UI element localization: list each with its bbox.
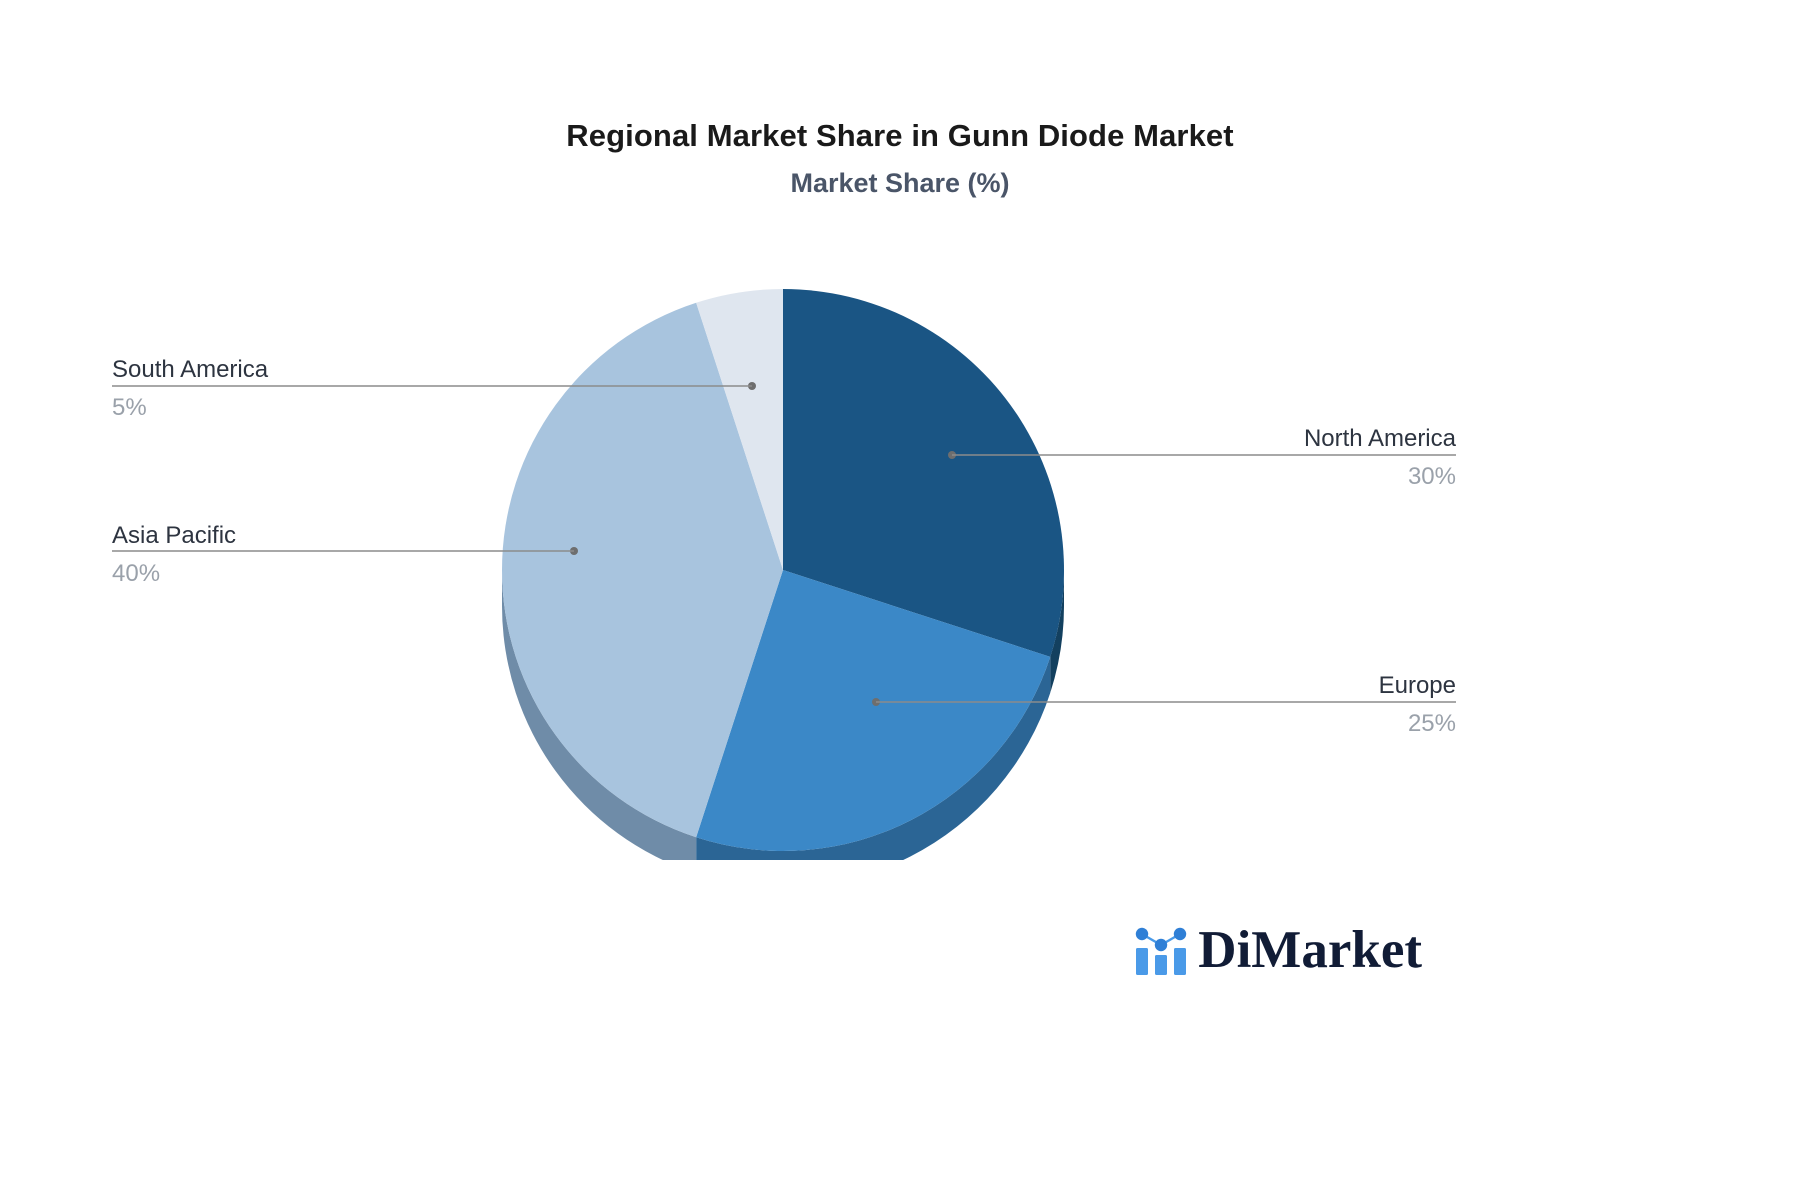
pie-chart [455, 289, 1115, 860]
title-block: Regional Market Share in Gunn Diode Mark… [0, 118, 1800, 199]
pie-slice-south-america[interactable] [696, 289, 783, 570]
pie-label-europe: Europe 25% [1379, 671, 1456, 739]
pie-label-asia-pacific-value: 40% [112, 560, 161, 587]
pie-label-north-america-name: North America [1303, 425, 1456, 452]
pie-depth-group [502, 570, 1064, 860]
pie-label-asia-pacific-name: Asia Pacific [112, 522, 237, 549]
dimarket-logo: DiMarket [1134, 924, 1422, 977]
pie-label-south-america: South America 5% [112, 355, 268, 423]
pie-label-north-america: North America 30% [1304, 424, 1456, 492]
pie-label-south-america-name: South America [112, 356, 269, 383]
pie-side-north-america [1050, 570, 1064, 693]
pie-label-north-america-value: 30% [1407, 463, 1456, 490]
pie-slice-europe[interactable] [696, 570, 1051, 851]
chart-title: Regional Market Share in Gunn Diode Mark… [566, 118, 1234, 153]
pie-label-asia-pacific: Asia Pacific 40% [112, 521, 236, 589]
pie-top-group [502, 289, 1064, 851]
bar-chart-icon [1136, 927, 1187, 975]
dimarket-logo-text: DiMarket [1198, 921, 1422, 979]
chart-subtitle: Market Share (%) [790, 167, 1010, 198]
pie-svg [502, 289, 1064, 860]
pie-slice-asia-pacific[interactable] [502, 302, 783, 838]
pie-label-south-america-value: 5% [112, 394, 147, 421]
pie-label-europe-name: Europe [1378, 672, 1456, 699]
pie-side-europe [696, 656, 1051, 860]
pie-side-asia-pacific [502, 570, 697, 860]
pie-label-europe-value: 25% [1407, 710, 1456, 737]
pie-slice-north-america[interactable] [783, 289, 1064, 657]
